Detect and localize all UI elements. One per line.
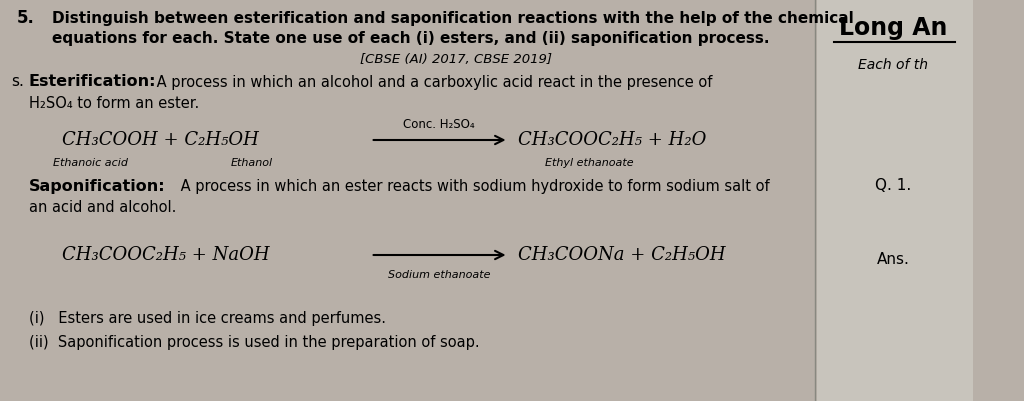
Text: A process in which an ester reacts with sodium hydroxide to form sodium salt of: A process in which an ester reacts with … <box>176 180 769 194</box>
Text: CH₃COOH + C₂H₅OH: CH₃COOH + C₂H₅OH <box>61 131 259 149</box>
Text: Saponification:: Saponification: <box>29 180 165 194</box>
Text: Q. 1.: Q. 1. <box>876 178 911 192</box>
Text: CH₃COONa + C₂H₅OH: CH₃COONa + C₂H₅OH <box>518 246 726 264</box>
Text: Distinguish between esterification and saponification reactions with the help of: Distinguish between esterification and s… <box>52 10 854 26</box>
Text: A process in which an alcohol and a carboxylic acid react in the presence of: A process in which an alcohol and a carb… <box>153 75 713 89</box>
Text: Ethanol: Ethanol <box>230 158 273 168</box>
Text: Ethyl ethanoate: Ethyl ethanoate <box>545 158 634 168</box>
Bar <box>817 0 973 401</box>
Text: s.: s. <box>11 75 25 89</box>
Text: CH₃COOC₂H₅ + H₂O: CH₃COOC₂H₅ + H₂O <box>518 131 707 149</box>
Text: H₂SO₄ to form an ester.: H₂SO₄ to form an ester. <box>29 95 199 111</box>
Text: (i)   Esters are used in ice creams and perfumes.: (i) Esters are used in ice creams and pe… <box>29 310 385 326</box>
Text: equations for each. State one use of each (i) esters, and (ii) saponification pr: equations for each. State one use of eac… <box>52 30 770 45</box>
Text: [CBSE (AI) 2017, CBSE 2019]: [CBSE (AI) 2017, CBSE 2019] <box>360 53 552 67</box>
Text: Esterification:: Esterification: <box>29 75 156 89</box>
Text: (ii)  Saponification process is used in the preparation of soap.: (ii) Saponification process is used in t… <box>29 336 479 350</box>
Text: Ans.: Ans. <box>877 253 910 267</box>
Text: Sodium ethanoate: Sodium ethanoate <box>388 270 490 280</box>
Text: Each of th: Each of th <box>858 58 929 72</box>
Text: CH₃COOC₂H₅ + NaOH: CH₃COOC₂H₅ + NaOH <box>61 246 269 264</box>
Text: an acid and alcohol.: an acid and alcohol. <box>29 200 176 215</box>
Text: Long An: Long An <box>840 16 947 40</box>
Text: Ethanoic acid: Ethanoic acid <box>53 158 128 168</box>
Text: Conc. H₂SO₄: Conc. H₂SO₄ <box>403 119 475 132</box>
Text: 5.: 5. <box>17 9 35 27</box>
